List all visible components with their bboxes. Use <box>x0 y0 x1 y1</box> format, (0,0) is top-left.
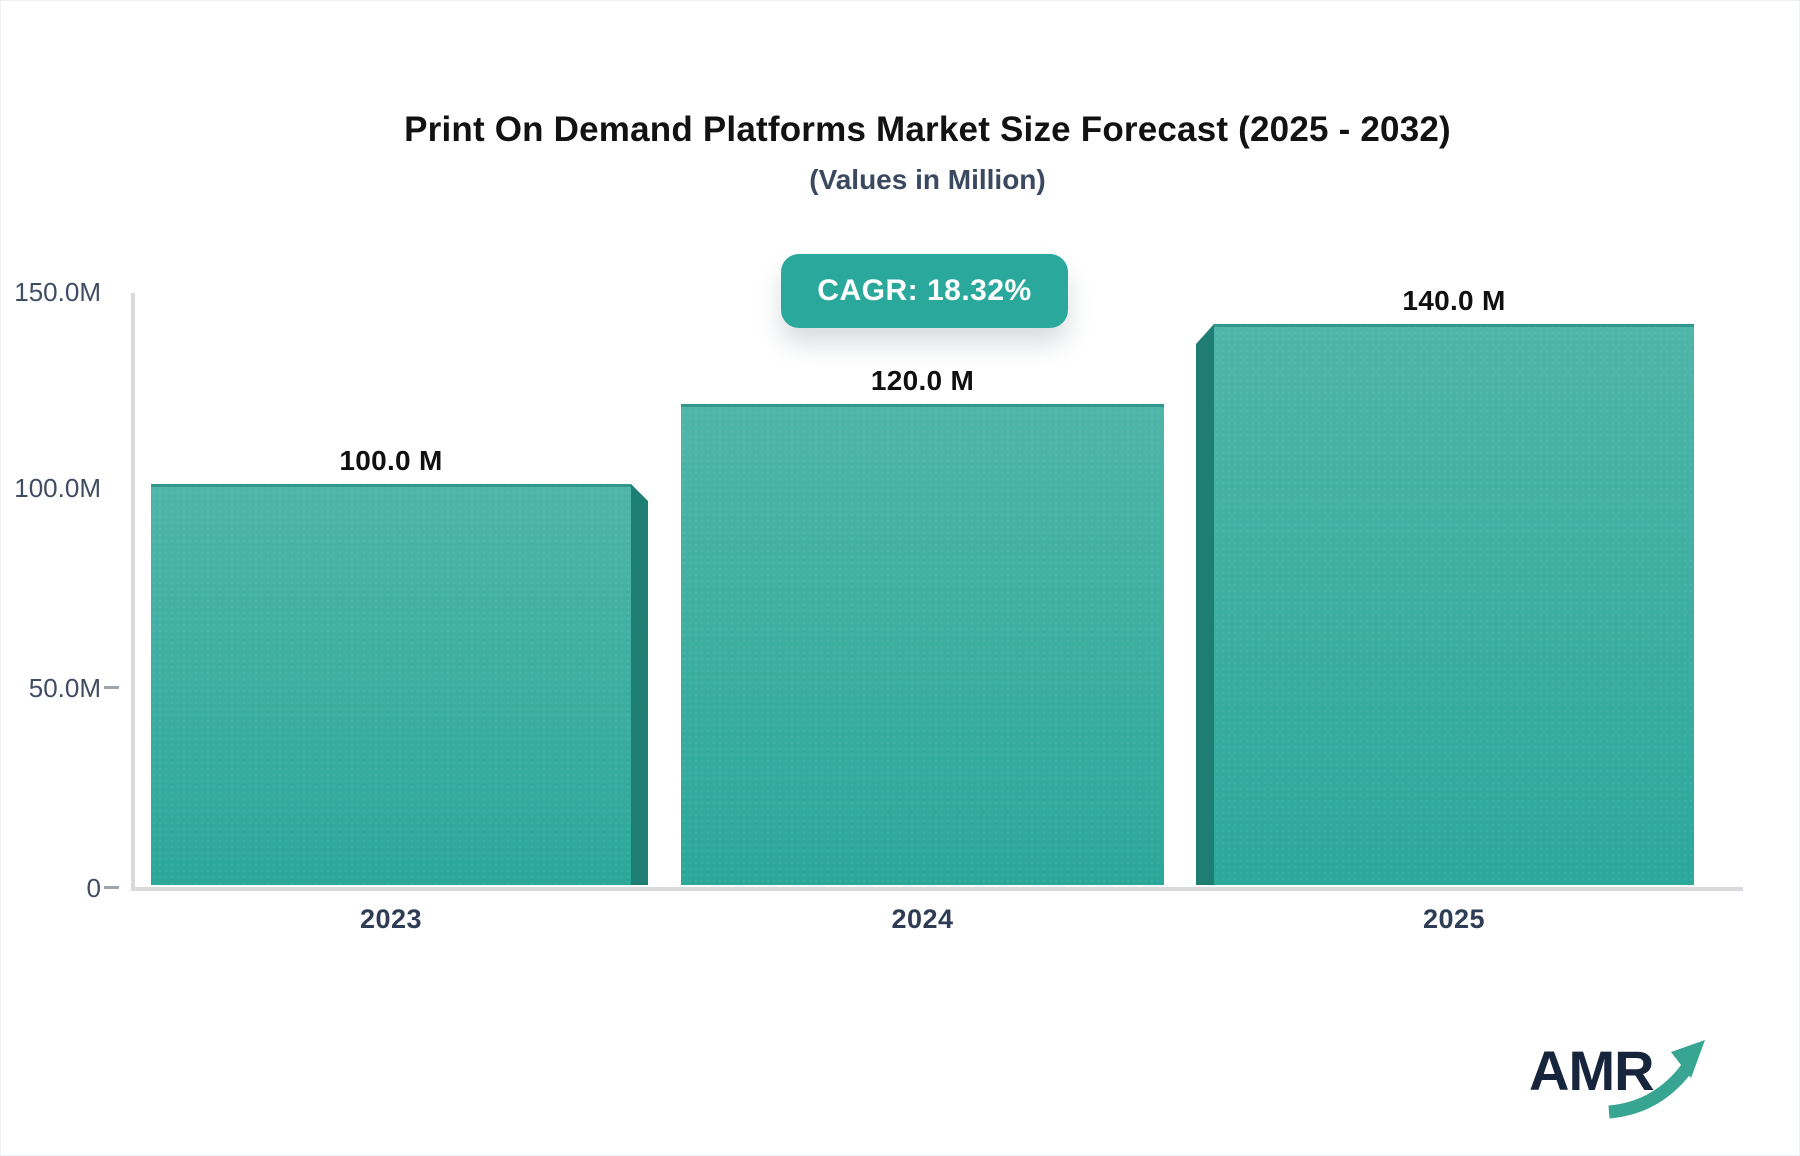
y-tick-label-100: 100.0M <box>14 473 101 503</box>
y-tick-label-0: 0 <box>86 873 101 903</box>
bar-face-2025 <box>1214 324 1694 885</box>
x-tick-label-2024: 2024 <box>891 904 954 934</box>
bar-value-label-2025: 140.0 M <box>1402 285 1506 316</box>
chart-header: Print On Demand Platforms Market Size Fo… <box>56 107 1799 197</box>
x-tick-label-2025: 2025 <box>1422 904 1486 934</box>
bar-3d-side-2025 <box>1196 324 1214 885</box>
y-tick-label-150: 150.0M <box>14 277 101 307</box>
cagr-badge-label: CAGR: 18.32% <box>817 274 1032 307</box>
bar-3d-side-2023 <box>631 484 648 885</box>
bar-face-2023 <box>151 484 631 885</box>
bar-value-label-2023: 100.0 M <box>339 445 443 476</box>
amr-logo: AMR <box>1529 1036 1719 1126</box>
cagr-badge: CAGR: 18.32% <box>781 254 1068 328</box>
y-tick-mark-50 <box>104 686 119 689</box>
x-axis-line <box>131 887 1743 891</box>
bar-face-2024 <box>681 404 1164 885</box>
growth-arrow-icon <box>1608 1040 1705 1119</box>
y-tick-label-50: 50.0M <box>28 673 101 703</box>
x-tick-label-2023: 2023 <box>359 904 423 934</box>
y-axis-line <box>131 293 135 890</box>
chart-title: Print On Demand Platforms Market Size Fo… <box>404 110 1451 149</box>
amr-logo-text: AMR <box>1529 1039 1655 1102</box>
y-tick-mark-0 <box>104 886 119 889</box>
bar-value-label-2024: 120.0 M <box>870 365 975 396</box>
chart-subtitle: (Values in Million) <box>809 164 1046 195</box>
